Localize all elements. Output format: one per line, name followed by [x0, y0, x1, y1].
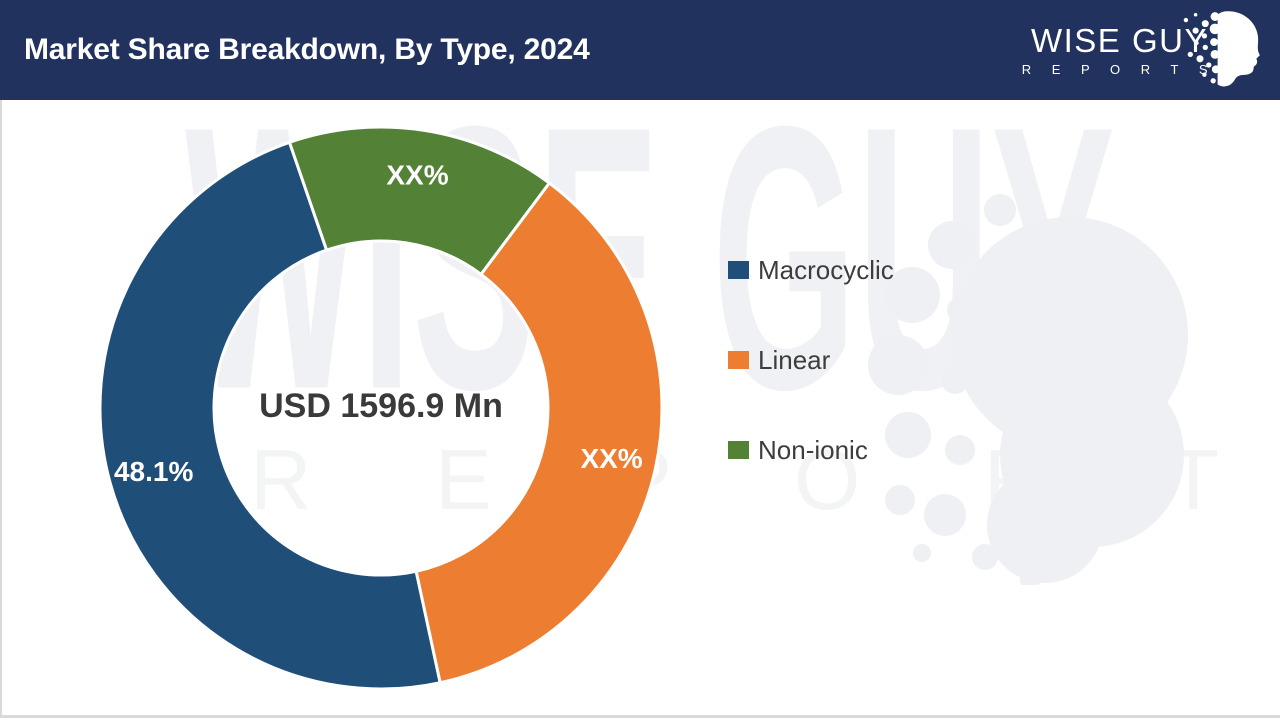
- segment-label-macrocyclic: 48.1%: [114, 456, 193, 487]
- brand-logo-name: WISE GUY: [1030, 22, 1208, 59]
- page-title: Market Share Breakdown, By Type, 2024: [24, 33, 590, 66]
- legend-item-macrocyclic: Macrocyclic: [728, 256, 894, 284]
- bottom-border-line: [0, 715, 1280, 718]
- legend-label-non-ionic: Non-ionic: [758, 435, 868, 465]
- brand-logo-text: WISE GUY R E P O R T S: [1022, 24, 1208, 76]
- legend-label-linear: Linear: [758, 345, 831, 375]
- chart-legend: Macrocyclic Linear Non-ionic: [728, 256, 894, 464]
- legend-item-non-ionic: Non-ionic: [728, 436, 894, 464]
- watermark-head-icon: [868, 194, 1188, 585]
- legend-swatch-macrocyclic: [728, 261, 749, 279]
- header-bar: Market Share Breakdown, By Type, 2024 WI…: [0, 0, 1280, 100]
- legend-swatch-linear: [728, 351, 749, 369]
- brand-logo-reports: R E P O R T S: [1021, 62, 1216, 77]
- legend-label-macrocyclic: Macrocyclic: [758, 255, 894, 285]
- left-border-line: [0, 100, 2, 716]
- brand-logo: WISE GUY R E P O R T S: [1022, 0, 1272, 100]
- legend-swatch-non-ionic: [728, 441, 749, 459]
- chart-center-value: USD 1596.9 Mn: [259, 387, 503, 425]
- brand-logo-head-icon: [1183, 11, 1260, 87]
- legend-item-linear: Linear: [728, 346, 894, 374]
